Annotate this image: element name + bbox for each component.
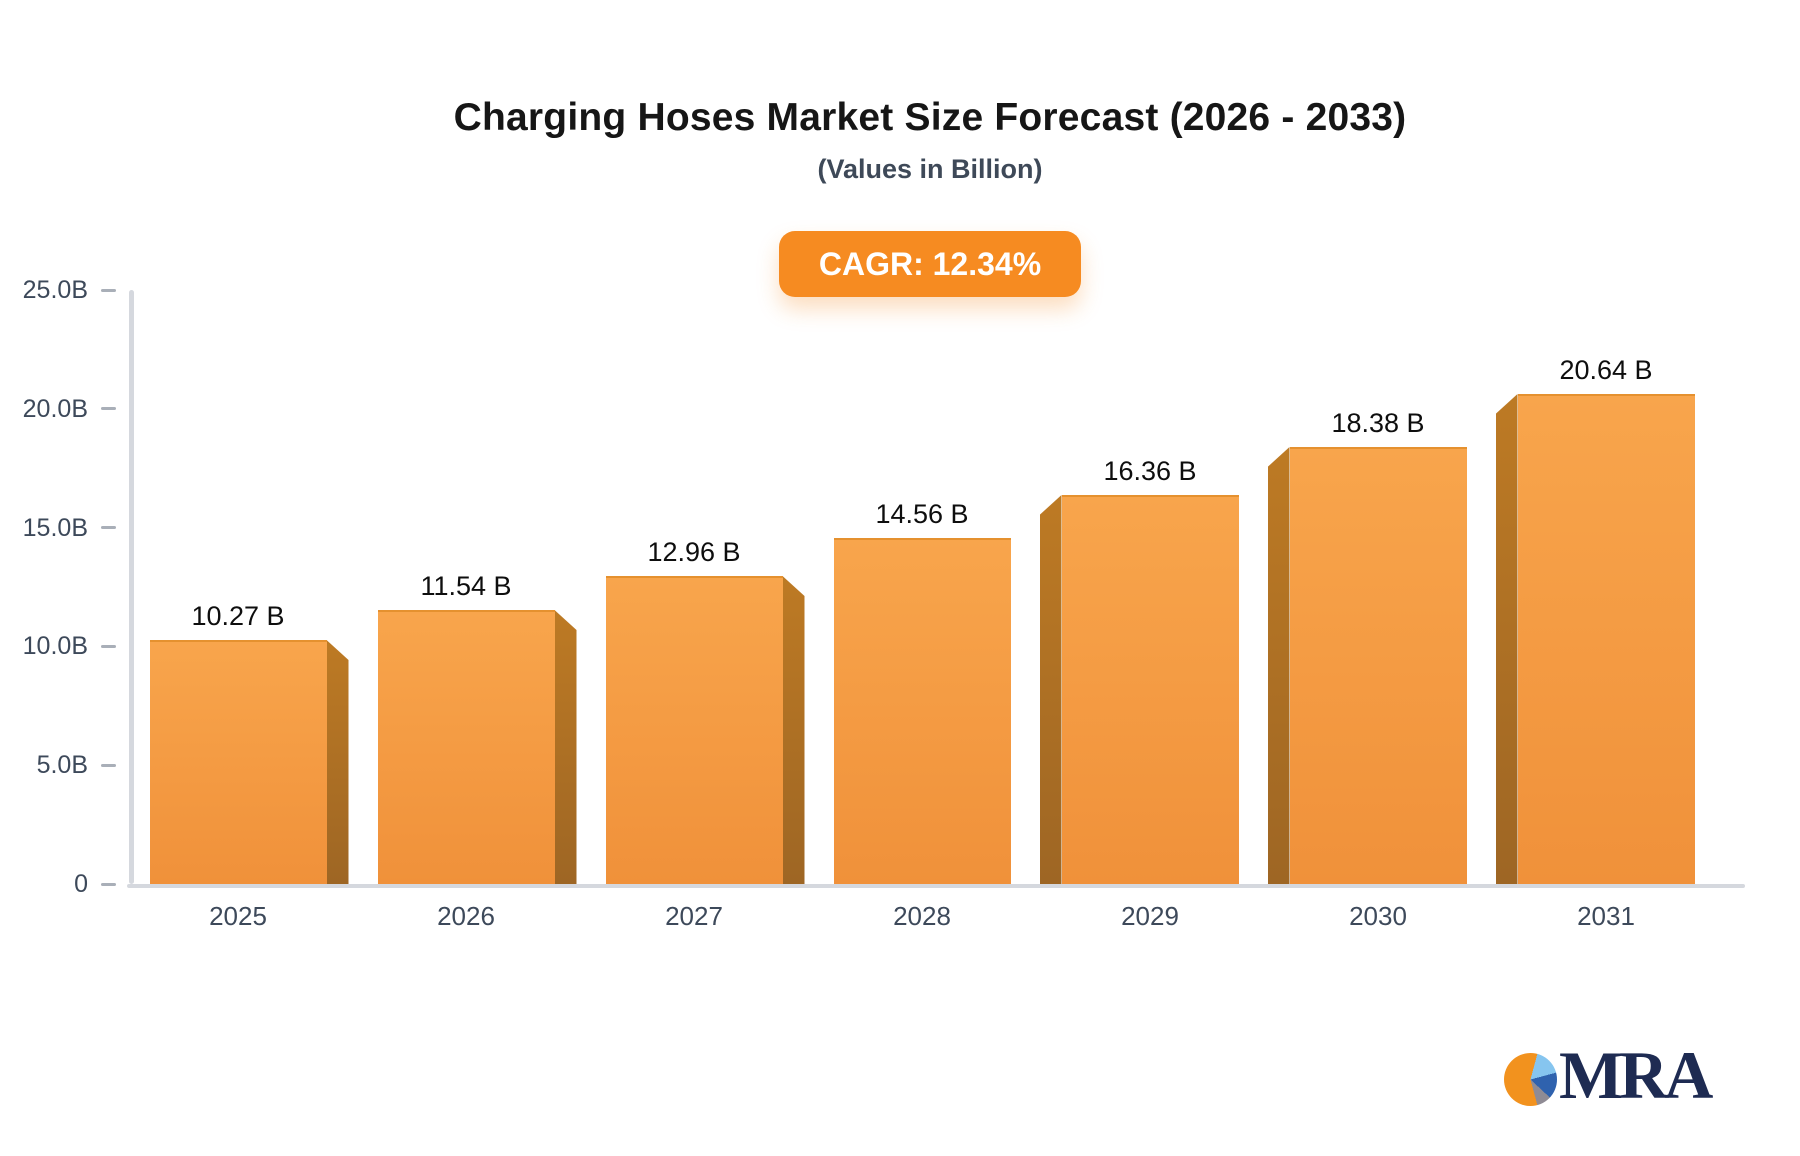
bar-face	[1289, 447, 1467, 884]
bar-2027: 12.96 B	[605, 537, 805, 884]
y-tick-dash	[101, 882, 116, 886]
y-tick-dash	[101, 763, 116, 767]
y-axis-line	[129, 290, 134, 884]
bar-face	[1061, 495, 1239, 884]
y-tick-label: 15.0B	[22, 513, 88, 542]
bar-3d-side	[1267, 447, 1290, 884]
bar-2025: 10.27 B	[149, 601, 349, 884]
y-tick-label: 5.0B	[36, 751, 88, 780]
bar-face	[605, 576, 783, 884]
bar-3d-side	[326, 640, 349, 884]
bar-2029: 16.36 B	[1039, 456, 1239, 884]
cagr-badge: CAGR: 12.34%	[778, 231, 1082, 297]
y-tick-label: 0	[74, 870, 88, 898]
bar-value-label: 14.56 B	[875, 499, 969, 529]
x-axis-line	[127, 884, 1745, 888]
bar-face	[377, 610, 555, 884]
chart-subtitle: (Values in Billion)	[817, 154, 1043, 184]
chart-header: Charging Hoses Market Size Forecast (202…	[60, 0, 1800, 297]
bar-3d-side	[782, 576, 805, 884]
x-tick-label: 2025	[209, 901, 267, 931]
bar-2026: 11.54 B	[377, 571, 577, 884]
x-tick-label: 2029	[1121, 901, 1179, 931]
bar-3d-side	[554, 610, 577, 884]
x-tick-label: 2027	[665, 901, 723, 931]
y-tick-dash	[101, 644, 116, 648]
bar-value-label: 16.36 B	[1103, 456, 1197, 486]
bar-3d-side	[1495, 394, 1518, 884]
bar-3d-side	[1039, 495, 1062, 884]
bar-2030: 18.38 B	[1267, 408, 1467, 884]
bar-value-label: 10.27 B	[191, 601, 285, 631]
bar-value-label: 11.54 B	[420, 571, 512, 601]
bar-face	[149, 640, 327, 884]
logo-text: MRA	[1559, 1037, 1713, 1113]
x-tick-label: 2028	[893, 901, 951, 931]
y-tick-label: 20.0B	[22, 394, 88, 423]
y-tick-dash	[101, 407, 116, 411]
bar-face	[1517, 394, 1695, 884]
bar-2028: 14.56 B	[833, 499, 1011, 884]
x-tick-label: 2030	[1349, 901, 1407, 931]
y-tick-label: 10.0B	[22, 632, 88, 661]
bar-2031: 20.64 B	[1495, 355, 1695, 884]
bar-value-label: 18.38 B	[1331, 408, 1425, 438]
pie-chart-logo-icon	[1504, 1053, 1557, 1106]
x-tick-label: 2031	[1577, 901, 1635, 931]
bar-value-label: 20.64 B	[1559, 355, 1653, 385]
mra-logo: MRA	[1504, 1036, 1713, 1115]
chart-title: Charging Hoses Market Size Forecast (202…	[453, 96, 1407, 139]
y-tick-dash	[101, 288, 116, 292]
bar-value-label: 12.96 B	[647, 537, 741, 567]
bar-face	[833, 538, 1011, 884]
y-tick-dash	[101, 526, 116, 530]
y-tick-label: 25.0B	[22, 276, 88, 304]
x-tick-label: 2026	[437, 901, 495, 931]
